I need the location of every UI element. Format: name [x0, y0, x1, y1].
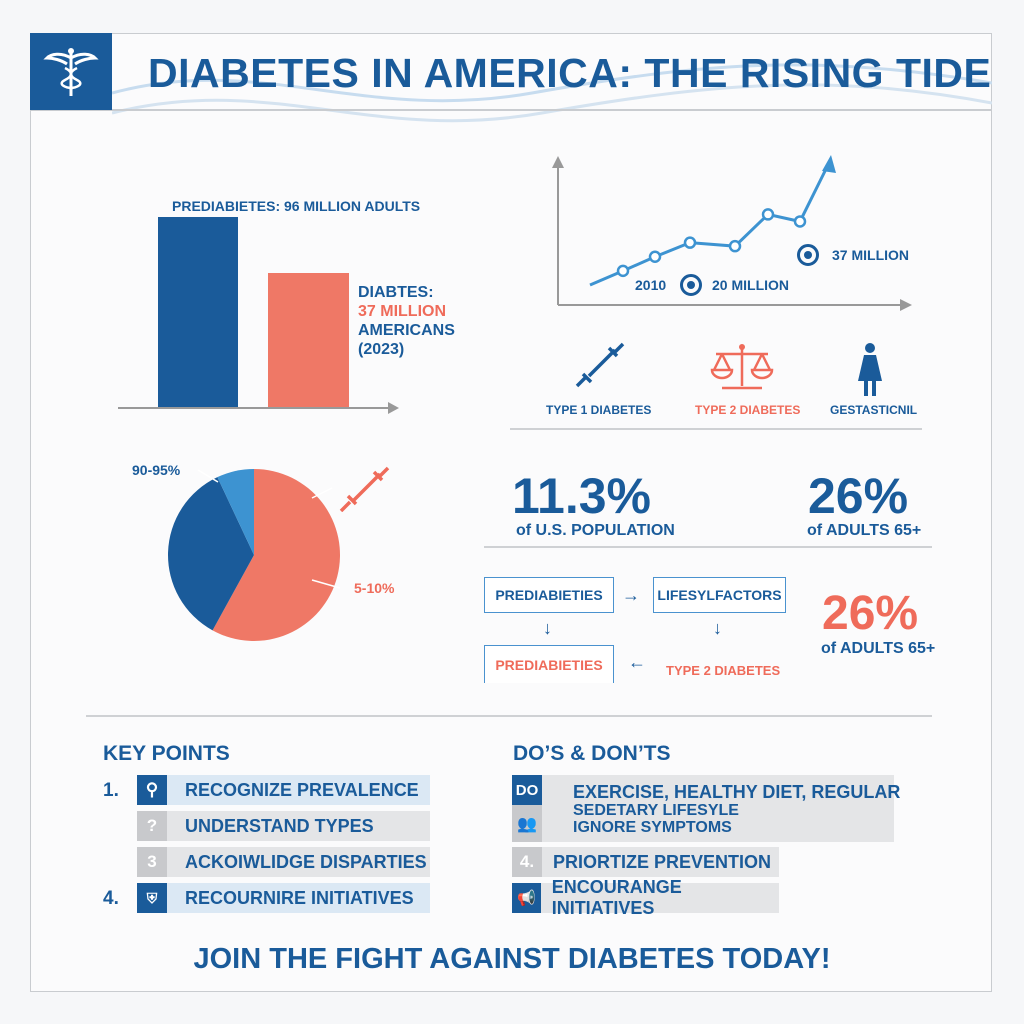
do-dont-panel	[512, 775, 894, 842]
megaphone-icon: 📢	[512, 883, 541, 913]
do-text: EXERCISE, HEALTHY DIET, REGULAR	[573, 782, 901, 802]
dos-item-label: PRIORTIZE PREVENTION	[553, 851, 772, 872]
arrow-right-icon: →	[622, 585, 640, 605]
bar-x-axis	[118, 407, 390, 409]
question-icon: ?	[137, 811, 167, 841]
pie-leader-line	[311, 487, 333, 499]
kp-label: RECOURNIRE INITIATIVES	[185, 887, 414, 908]
line-start-value: 20 MILLION	[712, 277, 790, 293]
diabetes-value: 37 MILLION	[358, 303, 447, 320]
stat-population-value: 11.3%	[512, 468, 652, 524]
call-to-action: JOIN THE FIGHT AGAINST DIABETES TODAY!	[193, 943, 831, 975]
line-point	[683, 236, 697, 249]
arrow-down-icon: ↓	[543, 618, 552, 638]
axis-arrow-icon	[388, 402, 399, 414]
dos-item-label: ENCOURANGE INITIATIVES	[551, 877, 682, 918]
diabetes-sub: AMERICANS	[358, 322, 455, 339]
gestational-label: GESTASTICNIL	[830, 403, 918, 417]
line-end-value: 37 MILLION	[832, 247, 910, 263]
diabetes-year: (2023)	[358, 341, 405, 358]
dont-text-2: IGNORE SYMPTOMS	[573, 819, 732, 836]
line-point	[761, 208, 775, 221]
line-start-year: 2010	[635, 277, 667, 293]
pie-slice	[168, 477, 254, 631]
kp-label: RECOGNIZE PREVALENCE	[185, 779, 419, 800]
scale-icon	[710, 344, 774, 390]
kp-label: ACKOIWLIDGE DISPARTIES	[185, 851, 427, 872]
pie-chart	[168, 469, 341, 641]
dos-item-5: 📢 ENCOURANGE INITIATIVES	[512, 877, 779, 918]
flow-box-lifestyle: LIFESYLFACTORS	[653, 577, 786, 613]
header-divider	[30, 109, 992, 111]
pregnant-woman-icon	[858, 343, 882, 396]
pie-slice	[217, 469, 254, 555]
arrow-down-icon: ↓	[713, 618, 722, 638]
flow-box-prediabetes: PREDIABIETIES	[484, 577, 614, 613]
key-points-title: KEY POINTS	[103, 742, 230, 765]
key-point-4: ⛨ RECOURNIRE INITIATIVES	[137, 883, 430, 913]
stat-adults-label-2: of ADULTS 65+	[821, 640, 936, 657]
flow-type2-label: TYPE 2 DIABETES	[666, 663, 781, 678]
pie-label-type1: 5-10%	[354, 580, 395, 596]
stat-population-label: of U.S. POPULATION	[516, 522, 675, 539]
stat-adults-value-2: 26%	[822, 587, 919, 640]
dos-item-4: 4. PRIORTIZE PREVENTION	[512, 847, 779, 877]
diabetes-title: DIABTES:	[358, 284, 434, 301]
line-point	[728, 239, 742, 253]
y-axis-arrow-icon	[552, 156, 564, 168]
key-point-1: ⚲ RECOGNIZE PREVALENCE	[137, 775, 430, 805]
pie-slice	[212, 469, 340, 641]
people-icon: 👥	[512, 805, 542, 842]
target-icon	[680, 274, 702, 296]
syringe-icon	[339, 466, 390, 512]
syringe-icon	[575, 342, 625, 388]
kp-num-1: 1.	[103, 780, 119, 801]
line-point	[616, 264, 630, 278]
line-point	[648, 250, 662, 264]
pie-leader-line	[197, 469, 219, 483]
key-point-2: ? UNDERSTAND TYPES	[137, 811, 430, 841]
number-four-icon: 4.	[512, 847, 542, 877]
kp-label: UNDERSTAND TYPES	[185, 815, 374, 836]
wave-decoration	[112, 63, 992, 123]
key-point-3: 3 ACKOIWLIDGE DISPARTIES	[137, 847, 430, 877]
divider	[86, 715, 932, 717]
flow-box-prediabetes-2: PREDIABIETIES	[484, 645, 614, 683]
arrow-left-icon: ←	[628, 652, 646, 672]
divider	[510, 428, 922, 430]
page-title: DIABETES IN AMERICA: THE RISING TIDE	[148, 50, 992, 96]
kp-num-4: 4.	[103, 888, 119, 909]
do-badge: DO	[512, 775, 542, 805]
shield-icon: ⛨	[137, 883, 167, 913]
magnifier-icon: ⚲	[137, 775, 167, 805]
line-point	[793, 215, 807, 228]
target-icon	[797, 244, 819, 266]
dont-text-1: SEDETARY LIFESYLE	[573, 802, 739, 819]
bar-diabetes	[268, 272, 349, 407]
pie-label-type2: 90-95%	[132, 462, 181, 478]
x-axis-arrow-icon	[900, 299, 912, 311]
divider	[484, 546, 932, 548]
bar-label-prediabetes: PREDIABIETES: 96 MILLION ADULTS	[172, 198, 421, 214]
stat-adults-value: 26%	[808, 468, 909, 524]
caduceus-icon	[30, 33, 112, 110]
line-arrow-icon	[822, 155, 836, 173]
pie-leader-line	[311, 579, 341, 589]
line-chart	[552, 155, 912, 311]
type1-label: TYPE 1 DIABETES	[546, 403, 652, 417]
type2-label: TYPE 2 DIABETES	[695, 403, 801, 417]
dos-donts-title: DO’S & DON’TS	[513, 742, 671, 765]
stat-adults-label: of ADULTS 65+	[807, 522, 922, 539]
number-three-icon: 3	[137, 847, 167, 877]
bar-prediabetes	[158, 217, 238, 407]
